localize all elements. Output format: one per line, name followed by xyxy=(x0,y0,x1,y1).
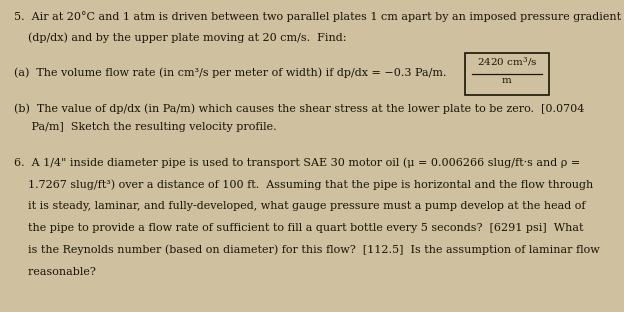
Text: 1.7267 slug/ft³) over a distance of 100 ft.  Assuming that the pipe is horizonta: 1.7267 slug/ft³) over a distance of 100 … xyxy=(14,179,593,190)
Text: Pa/m]  Sketch the resulting velocity profile.: Pa/m] Sketch the resulting velocity prof… xyxy=(14,122,276,132)
Text: 2420 $\mathregular{cm^3}$/s: 2420 $\mathregular{cm^3}$/s xyxy=(477,56,537,68)
Text: reasonable?: reasonable? xyxy=(14,267,95,277)
Text: is the Reynolds number (based on diameter) for this flow?  [112.5]  Is the assum: is the Reynolds number (based on diamete… xyxy=(14,245,600,256)
Text: the pipe to provide a flow rate of sufficient to fill a quart bottle every 5 sec: the pipe to provide a flow rate of suffi… xyxy=(14,223,583,233)
Text: 6.  A 1/4" inside diameter pipe is used to transport SAE 30 motor oil (μ = 0.006: 6. A 1/4" inside diameter pipe is used t… xyxy=(14,158,580,168)
Text: it is steady, laminar, and fully-developed, what gauge pressure must a pump deve: it is steady, laminar, and fully-develop… xyxy=(14,201,585,211)
Text: (dp/dx) and by the upper plate moving at 20 cm/s.  Find:: (dp/dx) and by the upper plate moving at… xyxy=(14,33,346,43)
Text: (a)  The volume flow rate (in cm³/s per meter of width) if dp/dx = −0.3 Pa/m.: (a) The volume flow rate (in cm³/s per m… xyxy=(14,67,446,78)
Text: (b)  The value of dp/dx (in Pa/m) which causes the shear stress at the lower pla: (b) The value of dp/dx (in Pa/m) which c… xyxy=(14,103,584,114)
Text: m: m xyxy=(502,76,512,85)
Text: 5.  Air at 20°C and 1 atm is driven between two parallel plates 1 cm apart by an: 5. Air at 20°C and 1 atm is driven betwe… xyxy=(14,11,621,22)
